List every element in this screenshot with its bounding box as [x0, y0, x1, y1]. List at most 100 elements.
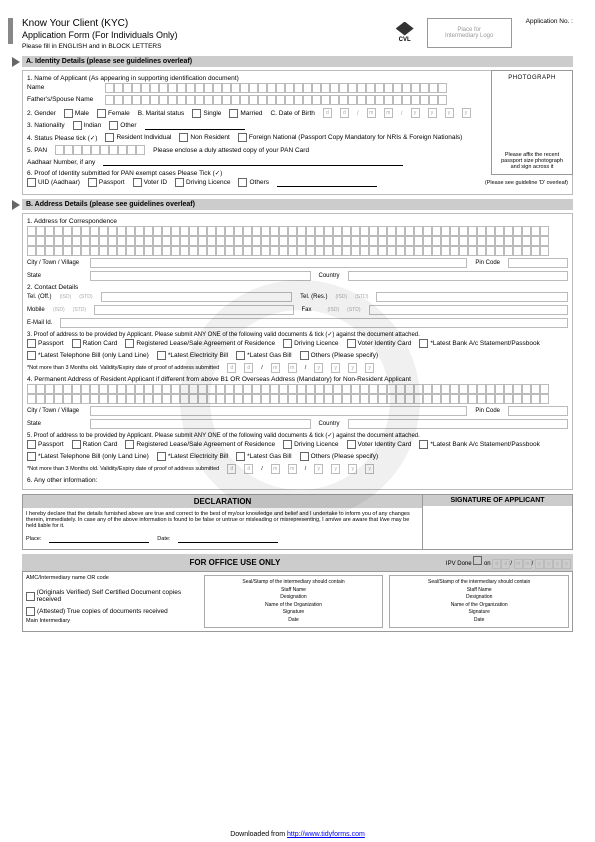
others-addr-checkbox[interactable]: Others (Please specify): [300, 351, 379, 360]
a1-label: 1. Name of Applicant (As appearing in su…: [27, 75, 568, 82]
pan-label: 5. PAN: [27, 147, 47, 154]
gender-label: 2. Gender: [27, 110, 56, 117]
signature-box[interactable]: [423, 506, 572, 546]
driving-addr-checkbox[interactable]: Driving Licence: [283, 339, 338, 348]
footer: Downloaded from http://www.tidyforms.com: [0, 831, 595, 838]
b5-label: 5. Proof of address to be provided by Ap…: [27, 432, 568, 439]
mobile-label: Mobile: [27, 307, 45, 313]
aadhaar-input[interactable]: [103, 158, 403, 166]
sig-heading: SIGNATURE OF APPLICANT: [423, 495, 572, 506]
state-label: State: [27, 273, 82, 279]
place-input[interactable]: [49, 535, 149, 543]
other-nat-checkbox[interactable]: Other: [109, 121, 136, 130]
perm-city-input[interactable]: [90, 406, 467, 416]
elec-bill-checkbox[interactable]: *Latest Electricity Bill: [157, 351, 228, 360]
voterid-checkbox[interactable]: Voter Identity Card: [347, 339, 412, 348]
date-input[interactable]: [178, 535, 278, 543]
married-checkbox[interactable]: Married: [229, 109, 262, 118]
marital-label: B. Marital status: [138, 110, 185, 117]
tel-bill-checkbox[interactable]: *Latest Telephone Bill (only Land Line): [27, 351, 149, 360]
email-label: E-Mail Id.: [27, 320, 52, 326]
voter-checkbox[interactable]: Voter ID: [133, 178, 167, 187]
perm-pin-input[interactable]: [508, 406, 568, 416]
teloff-label: Tel. (Off.): [27, 294, 52, 300]
office-body: AMC/Intermediary name OR code (Originals…: [22, 571, 573, 632]
subtitle: Application Form (For Individuals Only): [22, 30, 383, 40]
seal-box-1: Seal/Stamp of the intermediary should co…: [204, 575, 384, 628]
ration-checkbox[interactable]: Ration Card: [72, 339, 118, 348]
office-heading: FOR OFFICE USE ONLY IPV Done on dd/ mm/ …: [22, 554, 573, 571]
addr-line3[interactable]: for(let i=0;i<58;i++)document.write('<di…: [27, 246, 568, 256]
kyc-form-page: Know Your Client (KYC) Application Form …: [0, 0, 595, 842]
not3m-note: *Not more than 3 Months old. Validity/Ex…: [27, 365, 219, 371]
nonres-checkbox[interactable]: Non Resident: [179, 133, 229, 142]
mobile-input[interactable]: [94, 305, 293, 315]
fill-note: Please fill in ENGLISH and in BLOCK LETT…: [22, 43, 383, 50]
other-nat-input[interactable]: [145, 122, 245, 130]
a6-label: 6. Proof of Identity submitted for PAN e…: [27, 169, 568, 177]
perm-addr2[interactable]: for(let i=0;i<58;i++)document.write('<di…: [27, 394, 568, 404]
country-label: Country: [319, 273, 340, 279]
addr-line2[interactable]: for(let i=0;i<58;i++)document.write('<di…: [27, 236, 568, 246]
pin-input[interactable]: [508, 258, 568, 268]
state-input[interactable]: [90, 271, 311, 281]
cvl-logo: CVL: [391, 18, 419, 46]
telres-label: Tel. (Res.): [300, 294, 327, 300]
title: Know Your Client (KYC): [22, 18, 383, 29]
passport-checkbox[interactable]: Passport: [88, 178, 125, 187]
aadhaar-label: Aadhaar Number, if any: [27, 159, 95, 166]
perm-addr1[interactable]: for(let i=0;i<58;i++)document.write('<di…: [27, 384, 568, 394]
section-a-header: A. Identity Details (please see guidelin…: [22, 56, 573, 67]
resident-checkbox[interactable]: Resident Individual: [105, 133, 171, 142]
female-checkbox[interactable]: Female: [97, 109, 130, 118]
foreign-checkbox[interactable]: Foreign National (Passport Copy Mandator…: [238, 133, 463, 142]
fax-input[interactable]: [369, 305, 568, 315]
photo-note: Please affix the recent passport size ph…: [496, 152, 568, 170]
b2-label: 2. Contact Details: [27, 284, 568, 291]
intermediary-logo-box: Place for Intermediary Logo: [427, 18, 512, 48]
addr-line1[interactable]: for(let i=0;i<58;i++)document.write('<di…: [27, 226, 568, 236]
passport-addr-checkbox[interactable]: Passport: [27, 339, 64, 348]
nationality-label: 3. Nationality: [27, 122, 65, 129]
logo-icon: [396, 22, 414, 36]
driving-checkbox[interactable]: Driving Licence: [175, 178, 230, 187]
dob-label: C. Date of Birth: [270, 110, 314, 117]
main-label: Main Intermediary: [26, 618, 198, 624]
decl-heading: DECLARATION: [23, 495, 422, 508]
perm-state-input[interactable]: [90, 419, 311, 429]
pin-label: Pin Code: [475, 260, 500, 266]
uid-checkbox[interactable]: UID (Aadhaar): [27, 178, 80, 187]
orig-checkbox[interactable]: (Originals Verified) Self Certified Docu…: [26, 589, 198, 603]
seal-box-2: Seal/Stamp of the intermediary should co…: [389, 575, 569, 628]
city-input[interactable]: [90, 258, 467, 268]
fax-label: Fax: [302, 307, 320, 313]
footer-link[interactable]: http://www.tidyforms.com: [287, 831, 365, 838]
bank-checkbox[interactable]: *Latest Bank A/c Statement/Passbook: [419, 339, 539, 348]
pan-note: Please enclose a duly attested copy of y…: [153, 147, 309, 154]
male-checkbox[interactable]: Male: [64, 109, 89, 118]
b1-label: 1. Address for Correspondence: [27, 218, 568, 225]
email-input[interactable]: [60, 318, 568, 328]
section-b: 1. Address for Correspondence for(let i=…: [22, 213, 573, 490]
photo-box: PHOTOGRAPH Please affix the recent passp…: [491, 70, 573, 175]
attest-checkbox[interactable]: (Attested) True copies of documents rece…: [26, 607, 168, 616]
indian-checkbox[interactable]: Indian: [73, 121, 102, 130]
status-label: 4. Status Please tick (✓): [27, 134, 97, 142]
app-no-label: Application No. :: [526, 18, 573, 25]
declaration-section: DECLARATION I hereby declare that the de…: [22, 494, 573, 550]
telres-input[interactable]: [376, 292, 568, 302]
gas-bill-checkbox[interactable]: *Latest Gas Bill: [236, 351, 291, 360]
logo-text: CVL: [399, 37, 411, 43]
section-b-header: B. Address Details (please see guideline…: [22, 199, 573, 210]
perm-country-input[interactable]: [348, 419, 569, 429]
others-input[interactable]: [277, 179, 377, 187]
b6-label: 6. Any other information:: [27, 477, 568, 484]
others-checkbox[interactable]: Others: [238, 178, 269, 187]
left-bar: [8, 18, 13, 44]
country-input[interactable]: [348, 271, 569, 281]
a6-note: (Please see guideline 'D' overleaf): [485, 180, 568, 186]
lease-checkbox[interactable]: Registered Lease/Sale Agreement of Resid…: [125, 339, 275, 348]
pan-input[interactable]: for(let i=0;i<10;i++)document.write('<di…: [55, 145, 145, 155]
teloff-input[interactable]: [101, 292, 293, 302]
single-checkbox[interactable]: Single: [192, 109, 221, 118]
